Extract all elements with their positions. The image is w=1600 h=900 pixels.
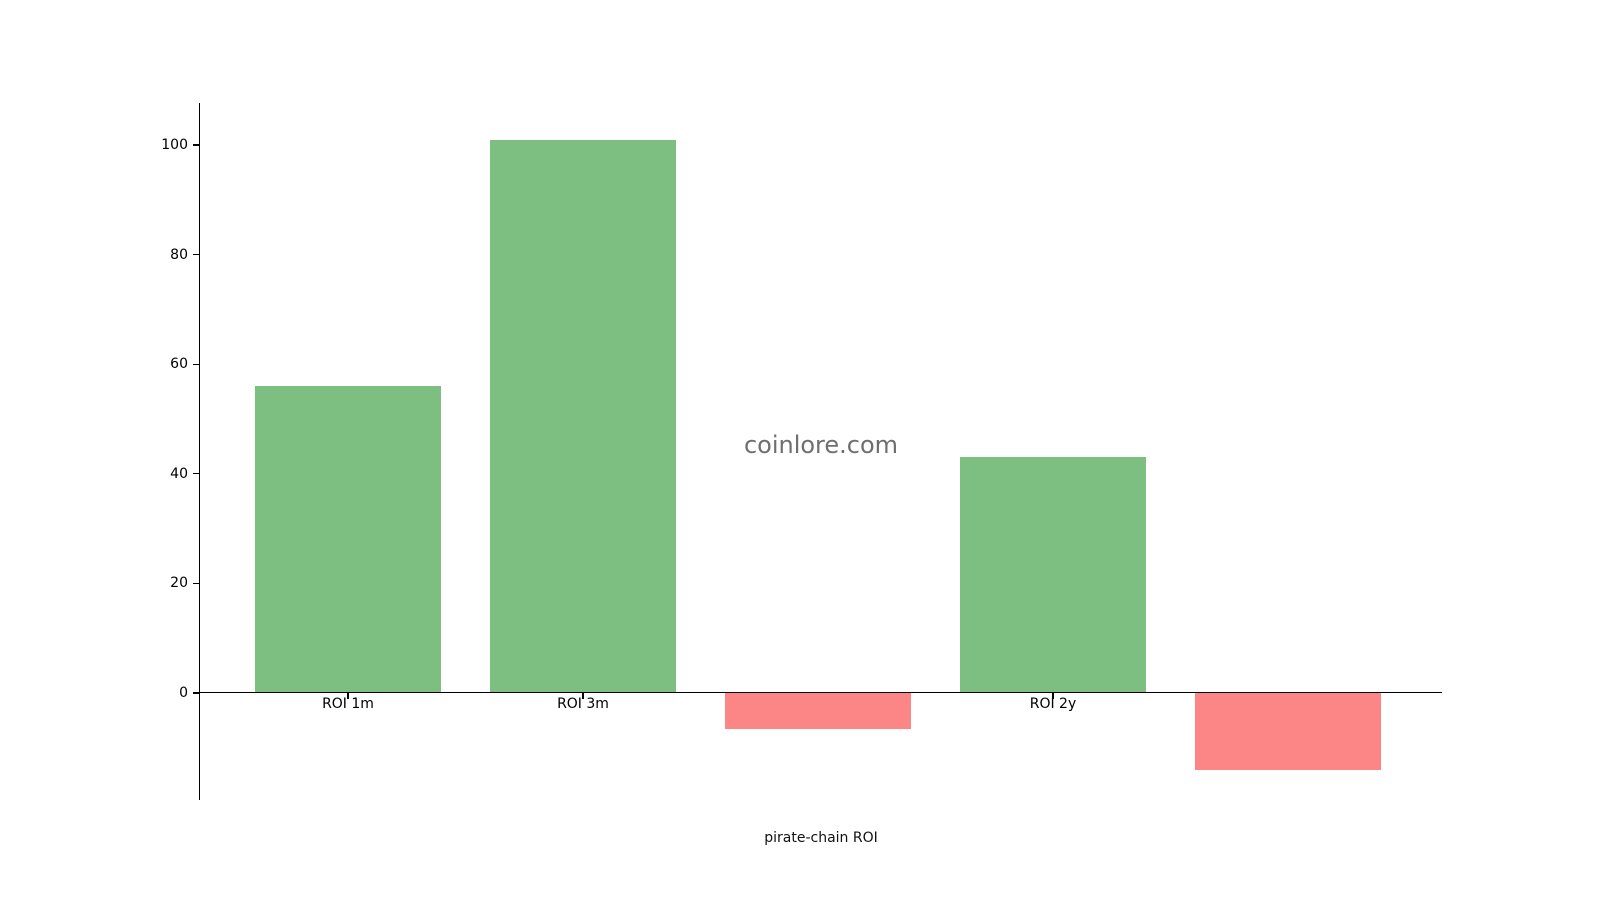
watermark: coinlore.com — [743, 431, 899, 459]
bar-positive — [490, 139, 676, 693]
y-axis-line — [198, 103, 200, 800]
x-tick-mark — [582, 693, 584, 699]
chart-title: pirate-chain ROI — [764, 830, 878, 846]
x-tick-label: ROI 1m — [322, 696, 374, 712]
bar-negative — [725, 693, 911, 729]
bar-positive — [960, 457, 1146, 693]
bar-positive — [255, 386, 441, 693]
y-tick-label: 20 — [170, 575, 188, 592]
y-tick-label: 80 — [170, 246, 188, 263]
bar-negative — [1195, 693, 1381, 770]
x-tick-label: ROI 3m — [557, 696, 609, 712]
y-tick-mark — [193, 363, 199, 365]
y-tick-label: 0 — [179, 685, 188, 701]
x-tick-mark — [1052, 693, 1054, 699]
y-tick-mark — [193, 253, 199, 256]
y-tick-label: 100 — [161, 137, 188, 153]
y-tick-mark — [193, 473, 199, 475]
x-axis-line — [198, 691, 1442, 693]
y-tick-mark — [193, 144, 199, 146]
y-tick-label: 60 — [170, 356, 188, 373]
x-tick-mark — [347, 693, 349, 699]
y-tick-mark — [193, 582, 199, 585]
y-tick-label: 40 — [170, 465, 188, 482]
y-tick-mark — [193, 692, 199, 694]
x-tick-label: ROI 2y — [1029, 696, 1077, 712]
